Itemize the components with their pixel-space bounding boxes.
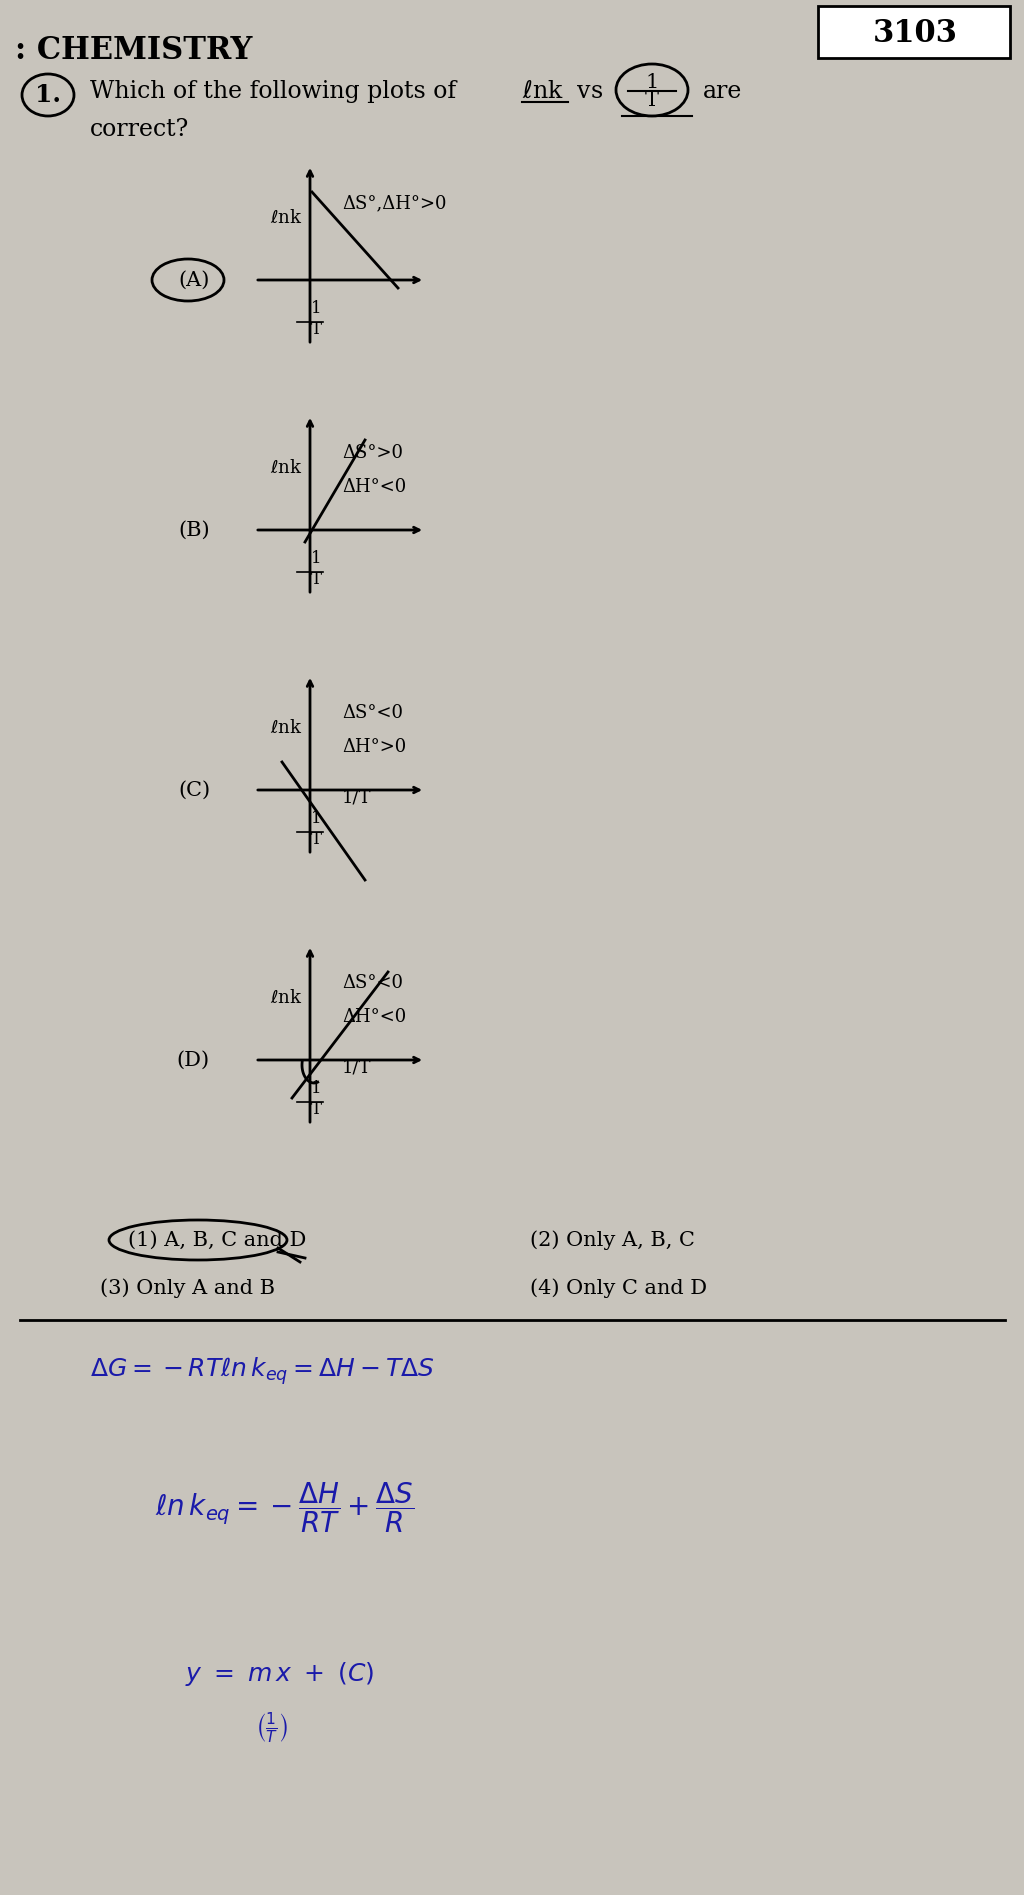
- Text: (3) Only A and B: (3) Only A and B: [100, 1277, 275, 1298]
- Text: ΔS°<0: ΔS°<0: [342, 974, 403, 991]
- Text: ΔS°>0: ΔS°>0: [342, 443, 403, 462]
- Text: 1: 1: [310, 1080, 322, 1097]
- Text: $\ell$nk: $\ell$nk: [269, 989, 302, 1006]
- Text: (C): (C): [178, 781, 210, 800]
- Text: $\ell$nk: $\ell$nk: [269, 459, 302, 478]
- Text: $y\ =\ m\,x\ +\ (C)$: $y\ =\ m\,x\ +\ (C)$: [185, 1660, 375, 1688]
- Text: T: T: [310, 320, 322, 337]
- Text: 1: 1: [310, 809, 322, 826]
- Text: ΔH°>0: ΔH°>0: [342, 737, 407, 756]
- Text: $\ell$nk: $\ell$nk: [269, 718, 302, 737]
- Text: $\ell n\,k_{eq} = -\dfrac{\Delta H}{RT} + \dfrac{\Delta S}{R}$: $\ell n\,k_{eq} = -\dfrac{\Delta H}{RT} …: [155, 1480, 415, 1535]
- Text: 1/T: 1/T: [342, 1057, 372, 1076]
- Text: $\left(\frac{1}{T}\right)$: $\left(\frac{1}{T}\right)$: [255, 1709, 288, 1745]
- Text: 3103: 3103: [872, 17, 957, 49]
- Text: ΔS°<0: ΔS°<0: [342, 705, 403, 722]
- Text: Which of the following plots of: Which of the following plots of: [90, 80, 456, 102]
- Text: are: are: [703, 80, 742, 102]
- Text: ΔH°<0: ΔH°<0: [342, 478, 407, 496]
- Text: correct?: correct?: [90, 117, 189, 140]
- Text: ΔS°,ΔH°>0: ΔS°,ΔH°>0: [342, 193, 446, 212]
- Text: (A): (A): [178, 271, 210, 290]
- Text: ΔH°<0: ΔH°<0: [342, 1008, 407, 1025]
- Text: 1.: 1.: [35, 83, 61, 106]
- Text: $\ell$nk: $\ell$nk: [269, 208, 302, 227]
- Text: (D): (D): [177, 1050, 210, 1069]
- Text: : CHEMISTRY: : CHEMISTRY: [15, 34, 252, 66]
- Text: (2) Only A, B, C: (2) Only A, B, C: [530, 1230, 695, 1249]
- Text: T: T: [310, 1101, 322, 1118]
- Text: 1: 1: [310, 550, 322, 567]
- Text: T: T: [645, 91, 659, 110]
- Text: 1: 1: [645, 74, 658, 93]
- Text: $\ell$nk  vs: $\ell$nk vs: [522, 80, 603, 102]
- Text: 1: 1: [310, 299, 322, 316]
- Text: (4) Only C and D: (4) Only C and D: [530, 1277, 708, 1298]
- Text: (1) A, B, C and D: (1) A, B, C and D: [128, 1230, 306, 1249]
- FancyBboxPatch shape: [818, 6, 1010, 59]
- Text: T: T: [310, 570, 322, 587]
- Text: (B): (B): [178, 521, 210, 540]
- Text: 1/T: 1/T: [342, 788, 372, 805]
- Text: $\Delta G = -RT\ell n\,k_{eq} = \Delta H - T\Delta S$: $\Delta G = -RT\ell n\,k_{eq} = \Delta H…: [90, 1355, 434, 1387]
- Text: T: T: [310, 832, 322, 847]
